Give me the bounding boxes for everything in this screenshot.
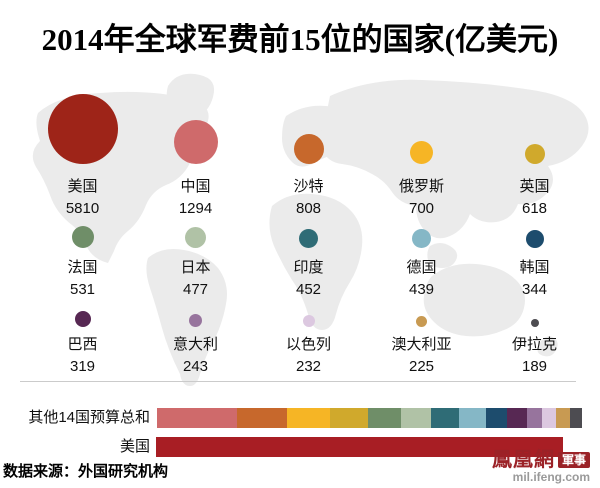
others-stacked-bar — [157, 408, 582, 428]
us-bar-label: 美国 — [119, 438, 150, 455]
country-bubble — [299, 229, 318, 248]
bubble-cell: 法国 531 — [26, 226, 139, 298]
chart-title: 2014年全球军费前15位的国家(亿美元) — [41, 22, 559, 57]
others-bar-label: 其他14国预算总和 — [28, 409, 150, 426]
country-name-label: 中国 — [180, 178, 211, 195]
country-value-label: 189 — [521, 358, 548, 375]
country-name-label: 美国 — [67, 178, 98, 195]
bubble-cell: 沙特 808 — [252, 94, 365, 217]
bar-segment — [330, 408, 369, 428]
country-name-label: 德国 — [406, 259, 437, 276]
country-name-label: 韩国 — [519, 259, 550, 276]
country-bubble — [47, 94, 118, 164]
bar-segment — [507, 408, 527, 428]
bubble-cell: 德国 439 — [365, 226, 478, 298]
country-bubble — [416, 316, 427, 327]
data-source-note: 数据来源：外国研究机构 — [3, 463, 169, 480]
country-value-label: 232 — [295, 358, 322, 375]
bar-segment — [368, 408, 402, 428]
country-value-label: 452 — [295, 281, 322, 298]
country-name-label: 俄罗斯 — [398, 178, 444, 195]
bubble-cell: 日本 477 — [139, 226, 252, 298]
country-bubble — [189, 314, 202, 327]
bar-segment — [541, 408, 557, 428]
country-bubble — [173, 120, 218, 164]
bar-segment — [526, 408, 542, 428]
country-value-label: 808 — [295, 200, 322, 217]
country-bubble — [525, 230, 544, 248]
bubble-cell: 伊拉克 189 — [478, 311, 591, 375]
country-bubble — [74, 311, 91, 327]
section-divider — [20, 381, 576, 382]
country-name-label: 沙特 — [293, 178, 324, 195]
country-bubble — [71, 226, 94, 248]
country-value-label: 319 — [69, 358, 96, 375]
bubble-cell: 中国 1294 — [139, 94, 252, 217]
bubble-cell: 巴西 319 — [26, 311, 139, 375]
us-bar — [156, 437, 563, 457]
bubble-cell: 以色列 232 — [252, 311, 365, 375]
country-value-label: 477 — [182, 281, 209, 298]
bubble-cell: 俄罗斯 700 — [365, 94, 478, 217]
military-channel-badge: 軍事 — [557, 452, 590, 468]
bubble-row-3: 巴西 319 意大利 243 以色列 232 澳大利亚 225 伊拉克 189 — [26, 311, 592, 375]
country-value-label: 439 — [408, 281, 435, 298]
bubble-row-1: 美国 5810 中国 1294 沙特 808 俄罗斯 700 英国 618 — [26, 94, 592, 217]
bubble-cell: 意大利 243 — [139, 311, 252, 375]
country-bubble — [185, 227, 206, 248]
bar-segment — [430, 408, 459, 428]
country-value-label: 618 — [521, 200, 548, 217]
country-name-label: 日本 — [180, 259, 211, 276]
country-bubble — [302, 315, 315, 327]
country-value-label: 5810 — [65, 200, 100, 217]
bar-segment — [458, 408, 486, 428]
country-name-label: 法国 — [67, 259, 98, 276]
country-name-label: 伊拉克 — [511, 336, 557, 353]
country-value-label: 531 — [69, 281, 96, 298]
bar-segment — [157, 408, 237, 428]
bar-segment — [485, 408, 508, 428]
country-name-label: 意大利 — [172, 336, 218, 353]
ifeng-domain-text: mil.ifeng.com — [512, 470, 590, 484]
bubble-cell: 印度 452 — [252, 226, 365, 298]
bar-segment — [401, 408, 431, 428]
bubble-cell: 澳大利亚 225 — [365, 311, 478, 375]
country-value-label: 700 — [408, 200, 435, 217]
country-value-label: 1294 — [178, 200, 213, 217]
bubble-cell: 韩国 344 — [478, 226, 591, 298]
bar-segment — [237, 408, 287, 428]
country-bubble — [293, 134, 324, 164]
bubble-cell: 美国 5810 — [26, 94, 139, 217]
country-bubble — [412, 229, 431, 248]
country-name-label: 印度 — [293, 259, 324, 276]
country-value-label: 243 — [182, 358, 209, 375]
ifeng-logo: 鳳凰網 軍事 mil.ifeng.com — [492, 450, 590, 484]
bubble-cell: 英国 618 — [478, 94, 591, 217]
country-name-label: 澳大利亚 — [391, 336, 452, 353]
country-name-label: 巴西 — [67, 336, 98, 353]
country-bubble — [524, 144, 545, 164]
bar-segment — [287, 408, 331, 428]
bar-segment — [570, 408, 582, 428]
country-value-label: 225 — [408, 358, 435, 375]
country-value-label: 344 — [521, 281, 548, 298]
country-bubble — [530, 319, 539, 327]
bar-segment — [556, 408, 571, 428]
country-name-label: 以色列 — [285, 336, 331, 353]
ifeng-brand-wordmark: 鳳凰網 — [491, 449, 555, 471]
bubble-row-2: 法国 531 日本 477 印度 452 德国 439 韩国 344 — [26, 226, 592, 298]
country-name-label: 英国 — [519, 178, 550, 195]
country-bubble — [410, 141, 433, 164]
